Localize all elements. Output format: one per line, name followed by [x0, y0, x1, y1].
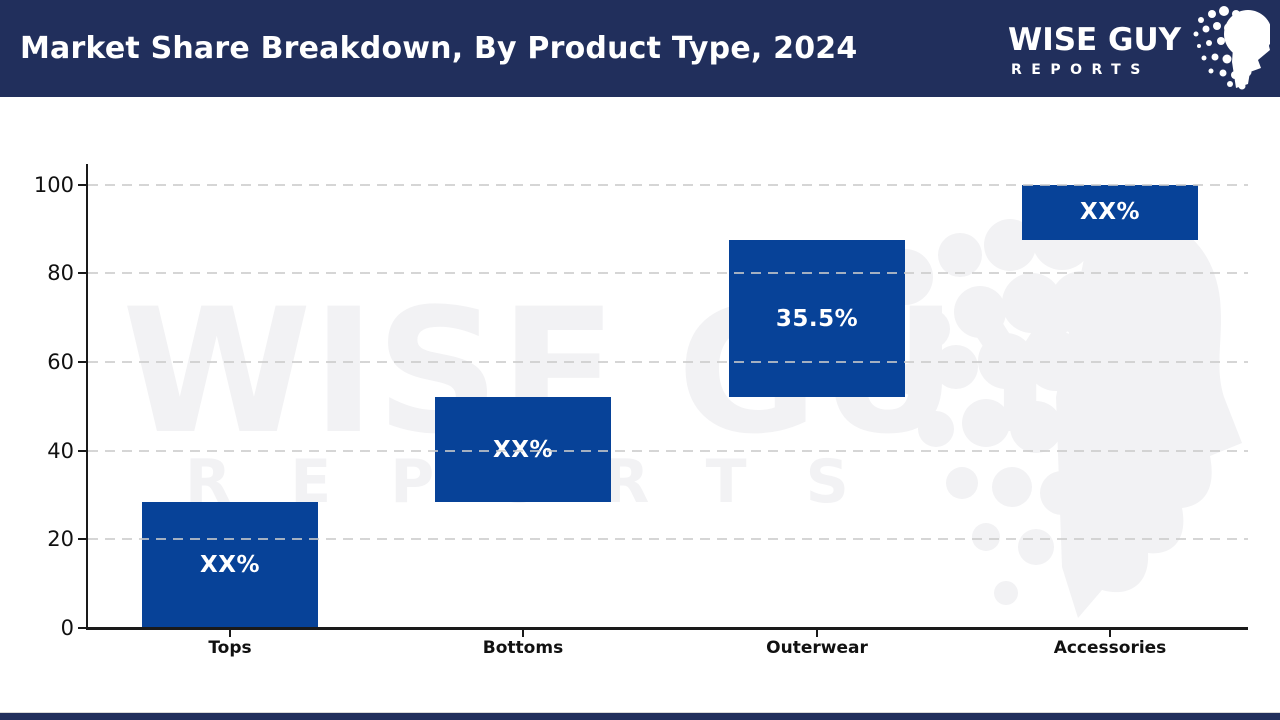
bar-label: 35.5% — [775, 305, 859, 332]
footer-bar — [0, 713, 1280, 720]
x-axis-label: Bottoms — [482, 638, 564, 658]
x-axis-label: Outerwear — [766, 638, 868, 658]
footer-divider — [0, 712, 1280, 713]
x-axis-spine — [86, 627, 1248, 630]
x-axis-label: Tops — [208, 638, 252, 658]
bar: XX% — [1022, 184, 1198, 241]
y-axis-tick-mark — [78, 627, 86, 629]
gridline — [88, 449, 1248, 452]
page-title: Market Share Breakdown, By Product Type,… — [20, 31, 858, 66]
bar-label: XX% — [199, 551, 260, 578]
logo-text-line1: WISE GUY — [1008, 22, 1182, 58]
header-banner: Market Share Breakdown, By Product Type,… — [0, 0, 1280, 97]
y-axis-tick-label: 100 — [33, 172, 74, 197]
gridline — [88, 272, 1248, 275]
wiseguy-logo: WISE GUY REPORTS — [1008, 6, 1270, 90]
x-axis-tick-mark — [1109, 630, 1111, 637]
y-axis-tick-label: 80 — [47, 261, 74, 286]
y-axis-tick-label: 60 — [47, 350, 74, 375]
x-axis-tick-mark — [816, 630, 818, 637]
y-axis-tick-mark — [78, 183, 86, 186]
bar: XX% — [435, 397, 611, 502]
head-dots-icon — [1193, 6, 1270, 90]
x-axis-tick-mark — [229, 630, 231, 637]
y-axis-tick-mark — [78, 272, 86, 275]
gridline — [88, 361, 1248, 364]
x-axis-label: Accessories — [1053, 638, 1167, 658]
logo-text-line2: REPORTS — [1011, 62, 1150, 78]
chart-area: WISE GUY REPORTS 020406080100XX%TopsXX%B… — [0, 97, 1280, 713]
y-axis-tick-mark — [78, 361, 86, 364]
watermark-head-dots-icon — [877, 210, 1242, 618]
bar-label: XX% — [1079, 199, 1140, 226]
x-axis-tick-mark — [522, 630, 524, 637]
y-axis-tick-label: 0 — [60, 616, 74, 640]
y-axis-tick-mark — [78, 449, 86, 452]
y-axis-tick-label: 20 — [47, 527, 74, 552]
y-axis-spine — [86, 164, 88, 630]
gridline — [88, 538, 1248, 541]
bar: 35.5% — [729, 240, 905, 398]
gridline — [88, 183, 1248, 186]
y-axis-tick-mark — [78, 538, 86, 541]
bar: XX% — [142, 501, 318, 628]
y-axis-tick-label: 40 — [47, 438, 74, 463]
bar-label: XX% — [492, 436, 553, 463]
